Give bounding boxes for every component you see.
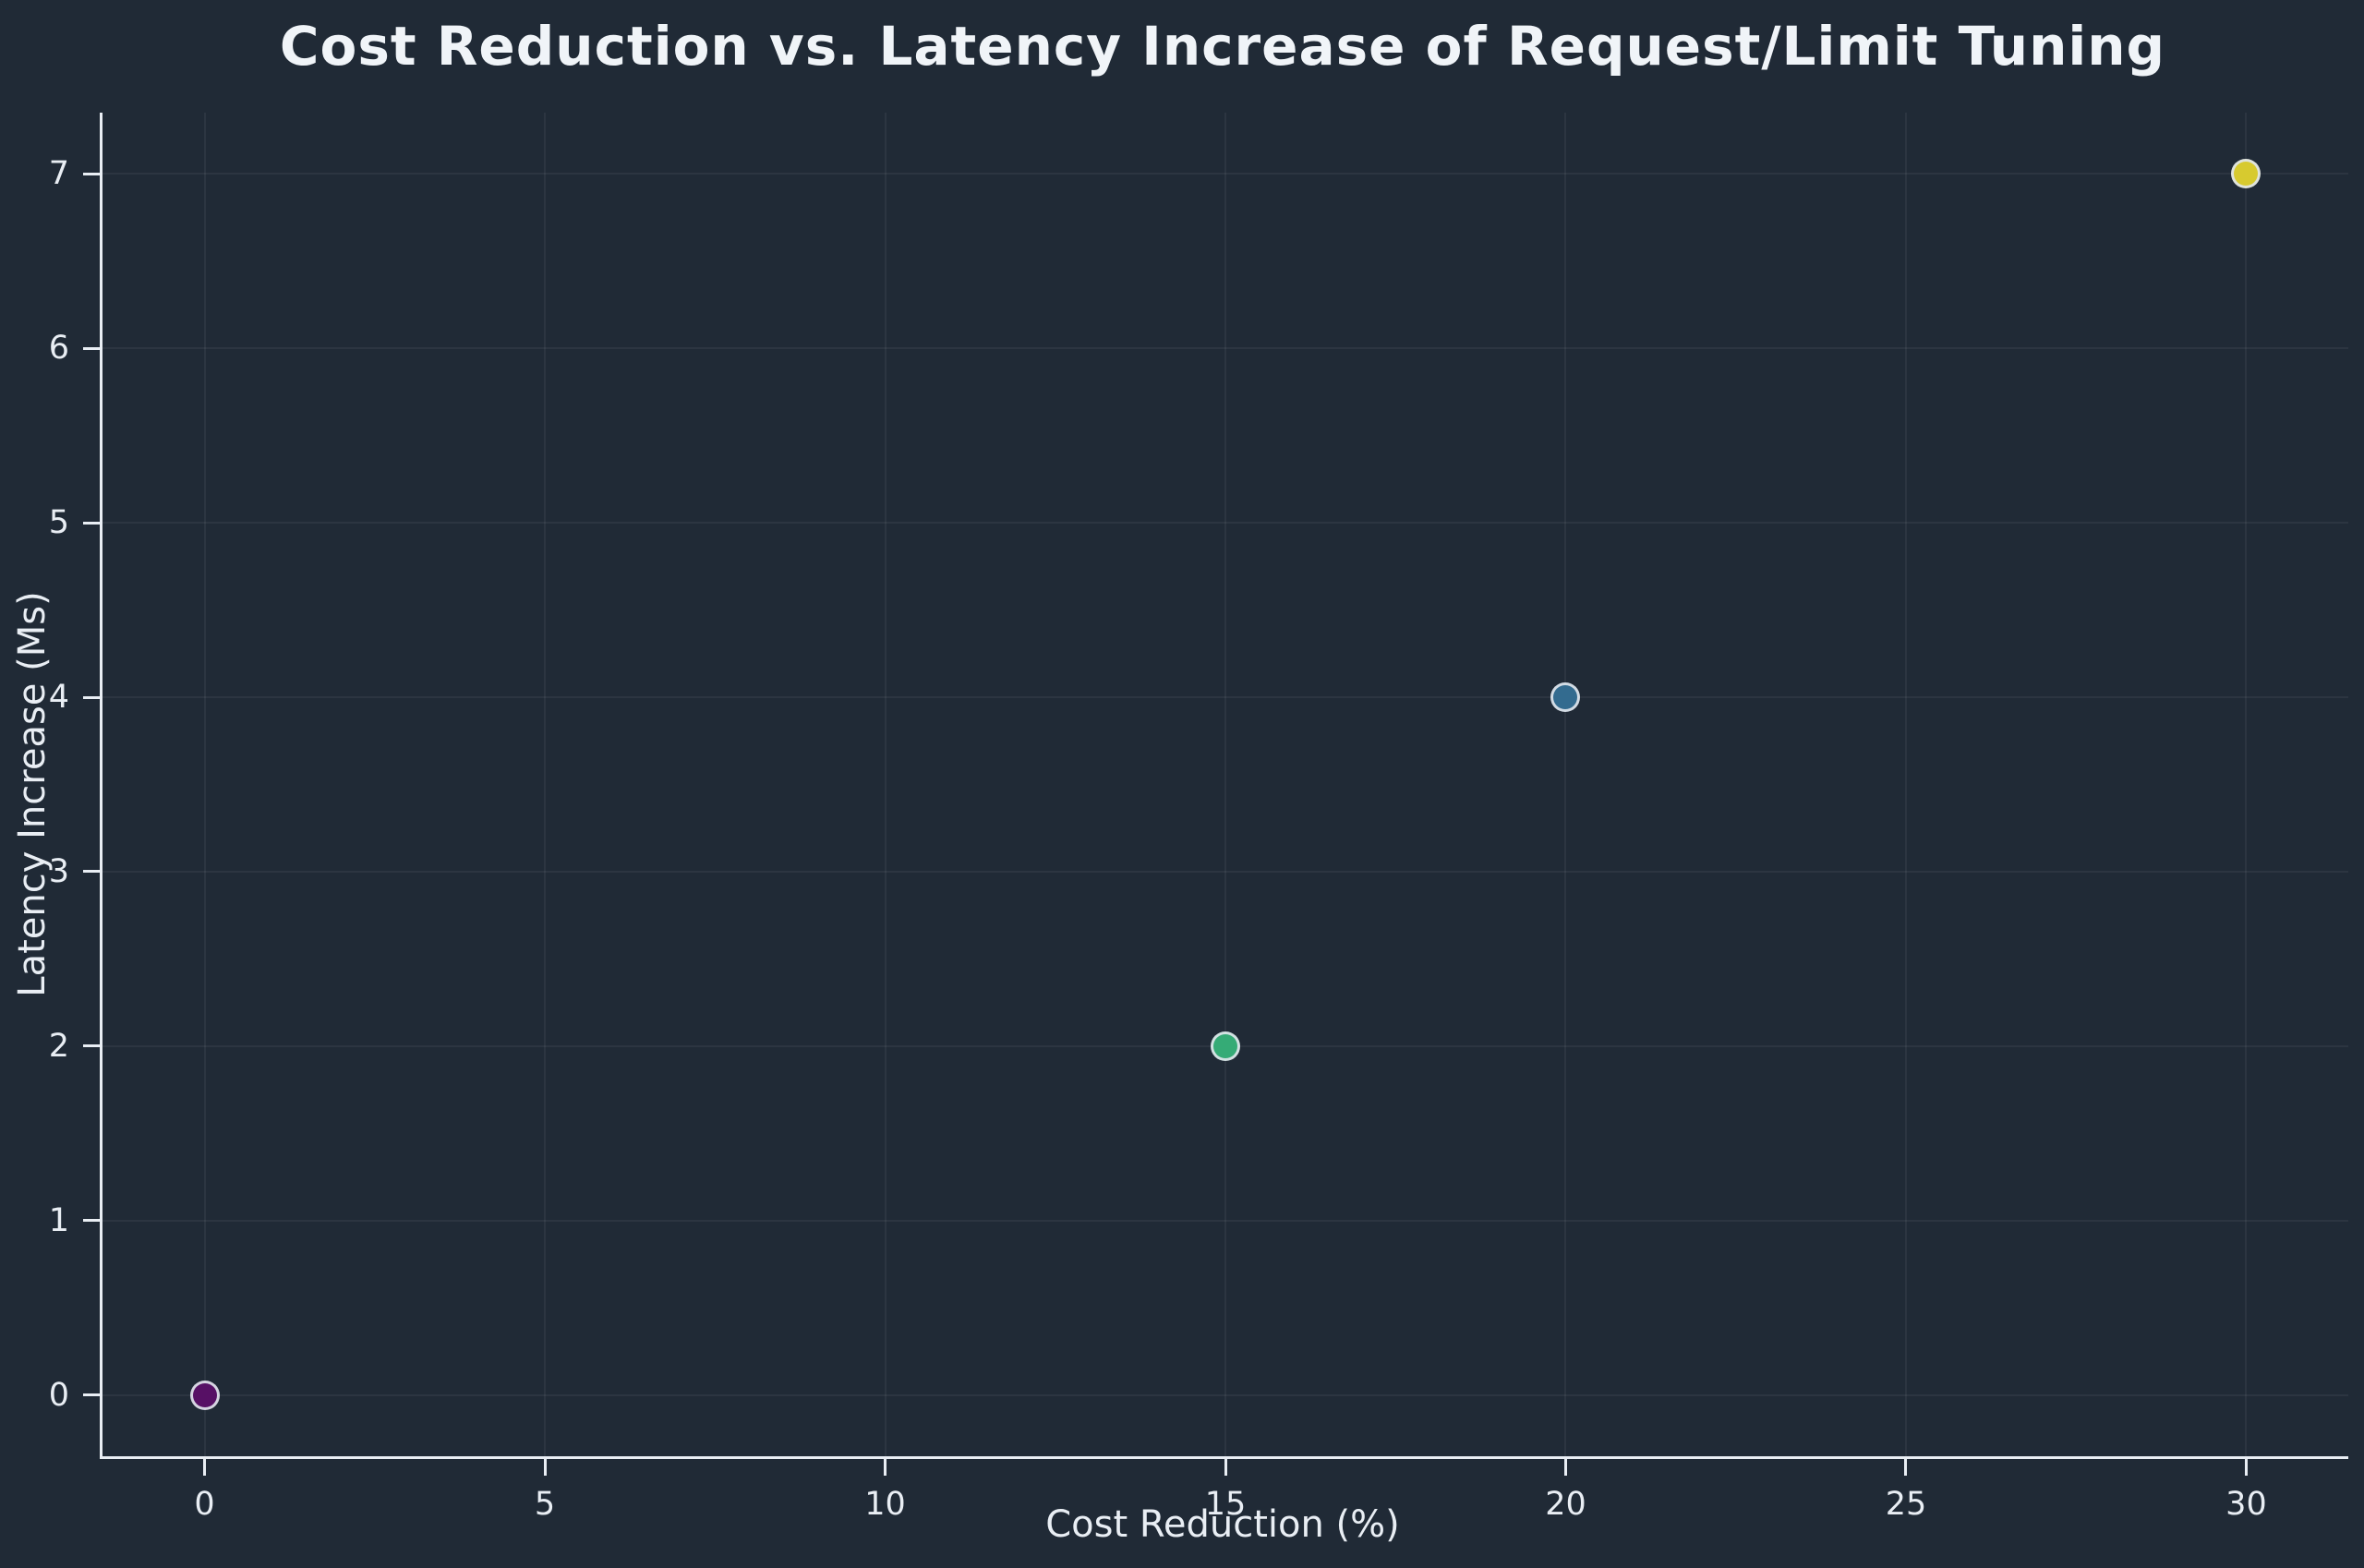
x-tick-label-15: 15 [1204,1486,1247,1523]
y-tick-label-1: 1 [48,1201,69,1239]
x-tick-30 [2244,1459,2248,1476]
y-tick-1 [83,1219,100,1223]
x-tick-25 [1904,1459,1908,1476]
gridline-y-5 [103,522,2348,525]
gridline-y-0 [103,1393,2348,1396]
x-tick-15 [1224,1459,1227,1476]
chart-title: Cost Reduction vs. Latency Increase of R… [279,15,2166,78]
x-tick-10 [884,1459,886,1476]
y-tick-7 [83,172,100,175]
plot-area: 0 5 10 15 20 25 30 0 1 2 3 4 5 6 7 [49,113,2348,1523]
gridline-x-0 [203,113,206,1456]
x-tick-label-10: 10 [864,1486,906,1523]
y-tick-label-7: 7 [48,155,69,193]
y-tick-label-3: 3 [48,852,69,890]
x-tick-0 [203,1459,207,1476]
y-tick-0 [83,1393,100,1397]
y-tick-label-2: 2 [48,1027,69,1065]
gridline-x-20 [1564,113,1567,1456]
gridline-y-1 [103,1219,2348,1222]
data-point-30-7 [2231,159,2261,189]
x-tick-label-25: 25 [1885,1486,1927,1523]
data-point-15-2 [1211,1031,1240,1061]
gridline-x-25 [1904,113,1907,1456]
gridline-y-3 [103,870,2348,873]
gridline-x-30 [2245,113,2248,1456]
x-tick-label-30: 30 [2225,1486,2267,1523]
x-tick-label-0: 0 [194,1486,215,1523]
data-point-0-0 [189,1380,220,1410]
x-axis-label: Cost Reduction (%) [1045,1503,1400,1546]
y-tick-label-4: 4 [48,679,69,717]
x-tick-label-20: 20 [1545,1486,1586,1523]
y-tick-4 [83,695,100,699]
y-tick-2 [83,1044,100,1048]
gridline-x-5 [544,113,547,1456]
y-tick-label-6: 6 [48,330,69,368]
y-tick-label-5: 5 [48,504,69,542]
gridline-y-7 [103,173,2348,175]
x-tick-20 [1563,1459,1567,1476]
gridline-x-10 [884,113,886,1456]
y-tick-6 [83,346,100,350]
y-axis-label: Latency Increase (Ms) [11,591,54,997]
x-tick-label-5: 5 [534,1486,556,1523]
y-tick-3 [83,870,100,874]
data-point-20-4 [1550,682,1581,713]
y-tick-label-0: 0 [48,1376,69,1414]
gridline-x-15 [1224,113,1226,1456]
x-tick-5 [543,1459,547,1476]
gridline-y-4 [103,696,2348,699]
gridline-y-6 [103,347,2348,350]
y-tick-5 [83,521,100,525]
